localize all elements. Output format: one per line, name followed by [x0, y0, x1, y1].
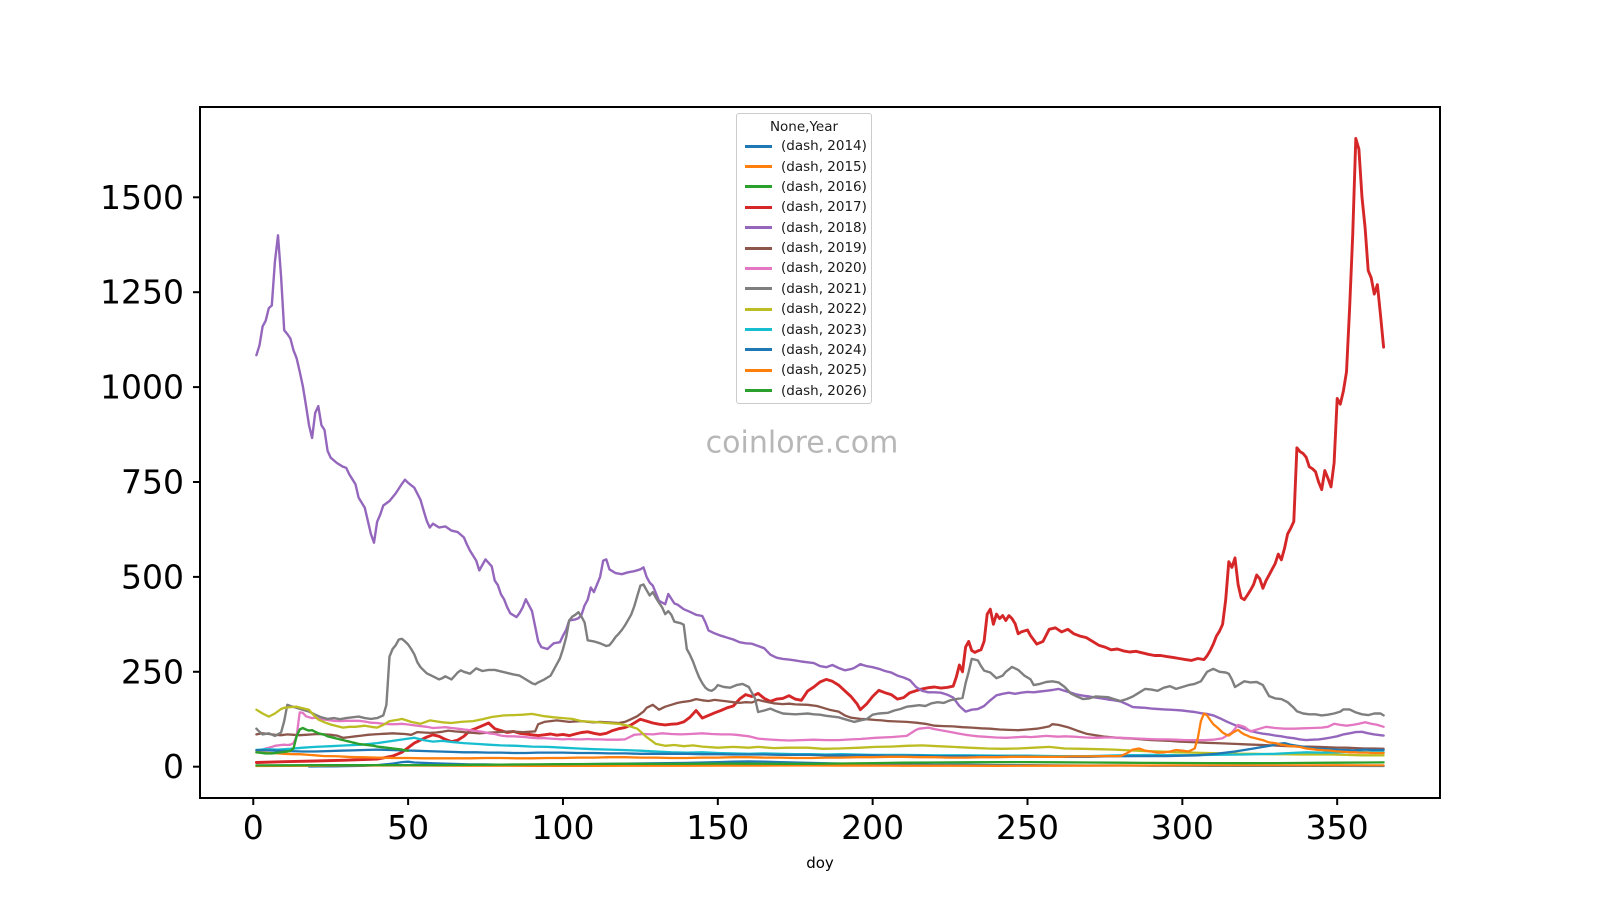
legend-item: (dash, 2019) — [745, 238, 867, 258]
legend-label: (dash, 2020) — [781, 260, 867, 277]
legend-item: (dash, 2020) — [745, 258, 867, 278]
x-tick-label: 100 — [531, 808, 594, 847]
legend-line-swatch-icon — [745, 165, 772, 169]
legend-item: (dash, 2025) — [745, 360, 867, 380]
x-tick-label: 300 — [1151, 808, 1214, 847]
y-tick-label: 1000 — [100, 368, 184, 407]
series-line-2016 — [255, 760, 1385, 767]
legend-label: (dash, 2018) — [781, 219, 867, 236]
y-tick-label: 750 — [121, 462, 184, 501]
y-tick-label: 1250 — [100, 273, 184, 312]
legend-item: (dash, 2026) — [745, 381, 867, 401]
legend-line-swatch-icon — [745, 389, 772, 393]
legend-line-swatch-icon — [745, 266, 772, 270]
y-tick-label: 1500 — [100, 178, 184, 217]
y-tick-label: 500 — [121, 557, 184, 596]
legend-label: (dash, 2023) — [781, 321, 867, 338]
x-axis-label: doy — [806, 854, 834, 872]
legend-item: (dash, 2016) — [745, 177, 867, 197]
y-tick-label: 250 — [121, 652, 184, 691]
legend-label: (dash, 2017) — [781, 199, 867, 216]
legend: None,Year (dash, 2014) (dash, 2015) (dash,… — [736, 113, 872, 404]
legend-label: (dash, 2024) — [781, 341, 867, 358]
legend-line-swatch-icon — [745, 287, 772, 291]
legend-label: (dash, 2014) — [781, 138, 867, 155]
legend-line-swatch-icon — [745, 307, 772, 311]
plot-border — [199, 106, 1441, 799]
legend-item: (dash, 2021) — [745, 279, 867, 299]
legend-item: (dash, 2017) — [745, 197, 867, 217]
legend-label: (dash, 2022) — [781, 301, 867, 318]
x-tick-label: 250 — [996, 808, 1059, 847]
legend-label: (dash, 2026) — [781, 382, 867, 399]
x-tick-label: 200 — [841, 808, 904, 847]
legend-item: (dash, 2018) — [745, 218, 867, 238]
x-tick-label: 350 — [1306, 808, 1369, 847]
x-tick-label: 50 — [387, 808, 429, 847]
legend-line-swatch-icon — [745, 226, 772, 230]
legend-line-swatch-icon — [745, 368, 772, 372]
series-line-2017 — [254, 137, 1386, 764]
legend-item: (dash, 2014) — [745, 136, 867, 156]
legend-label: (dash, 2015) — [781, 158, 867, 175]
watermark: coinlore.com — [705, 425, 899, 461]
legend-label: (dash, 2016) — [781, 178, 867, 195]
legend-line-swatch-icon — [745, 185, 772, 189]
legend-line-swatch-icon — [745, 348, 772, 352]
series-line-2022 — [255, 705, 1385, 757]
legend-item: (dash, 2023) — [745, 319, 867, 339]
legend-line-swatch-icon — [745, 246, 772, 250]
y-tick-label: 0 — [163, 747, 184, 786]
x-tick-label: 0 — [243, 808, 264, 847]
series-line-2020 — [617, 721, 1385, 742]
legend-label: (dash, 2021) — [781, 280, 867, 297]
series-line-2024 — [255, 741, 1385, 758]
legend-label: (dash, 2019) — [781, 240, 867, 257]
series-line-2026 — [255, 726, 410, 755]
series-line-2018 — [255, 234, 1385, 742]
legend-item: (dash, 2024) — [745, 340, 867, 360]
x-tick-label: 150 — [686, 808, 749, 847]
legend-item: (dash, 2022) — [745, 299, 867, 319]
series-line-2025 — [255, 712, 1385, 760]
legend-label: (dash, 2025) — [781, 362, 867, 379]
legend-title: None,Year — [769, 119, 839, 135]
legend-items: (dash, 2014) (dash, 2015) (dash, 2016) (das… — [745, 136, 867, 401]
legend-line-swatch-icon — [745, 144, 772, 148]
legend-item: (dash, 2015) — [745, 156, 867, 176]
legend-line-swatch-icon — [745, 328, 772, 332]
legend-line-swatch-icon — [745, 205, 772, 209]
series-line-2021 — [255, 583, 1385, 738]
